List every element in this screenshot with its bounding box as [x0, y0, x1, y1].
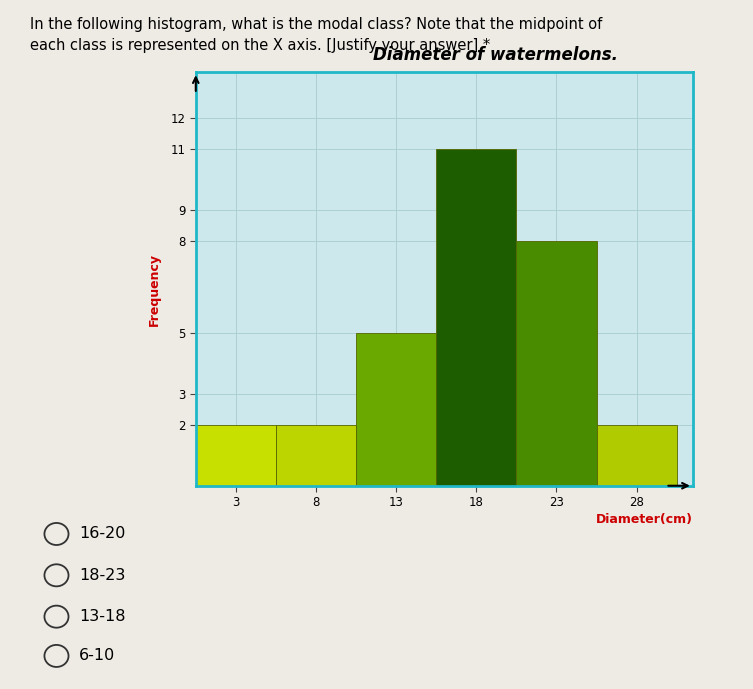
Bar	[356, 333, 436, 486]
Text: 6-10: 6-10	[79, 648, 115, 664]
Bar	[517, 240, 596, 486]
Bar	[596, 424, 677, 486]
Text: 18-23: 18-23	[79, 568, 126, 583]
Bar	[196, 424, 276, 486]
Text: 16-20: 16-20	[79, 526, 126, 542]
X-axis label: Diameter(cm): Diameter(cm)	[596, 513, 693, 526]
Text: 13-18: 13-18	[79, 609, 126, 624]
Text: Diameter of watermelons.: Diameter of watermelons.	[373, 46, 618, 64]
Bar	[436, 149, 517, 486]
Text: each class is represented on the X axis. [Justify your answer] *: each class is represented on the X axis.…	[30, 38, 490, 53]
Bar	[276, 424, 356, 486]
Text: In the following histogram, what is the modal class? Note that the midpoint of: In the following histogram, what is the …	[30, 17, 602, 32]
Text: Frequency: Frequency	[148, 253, 161, 326]
